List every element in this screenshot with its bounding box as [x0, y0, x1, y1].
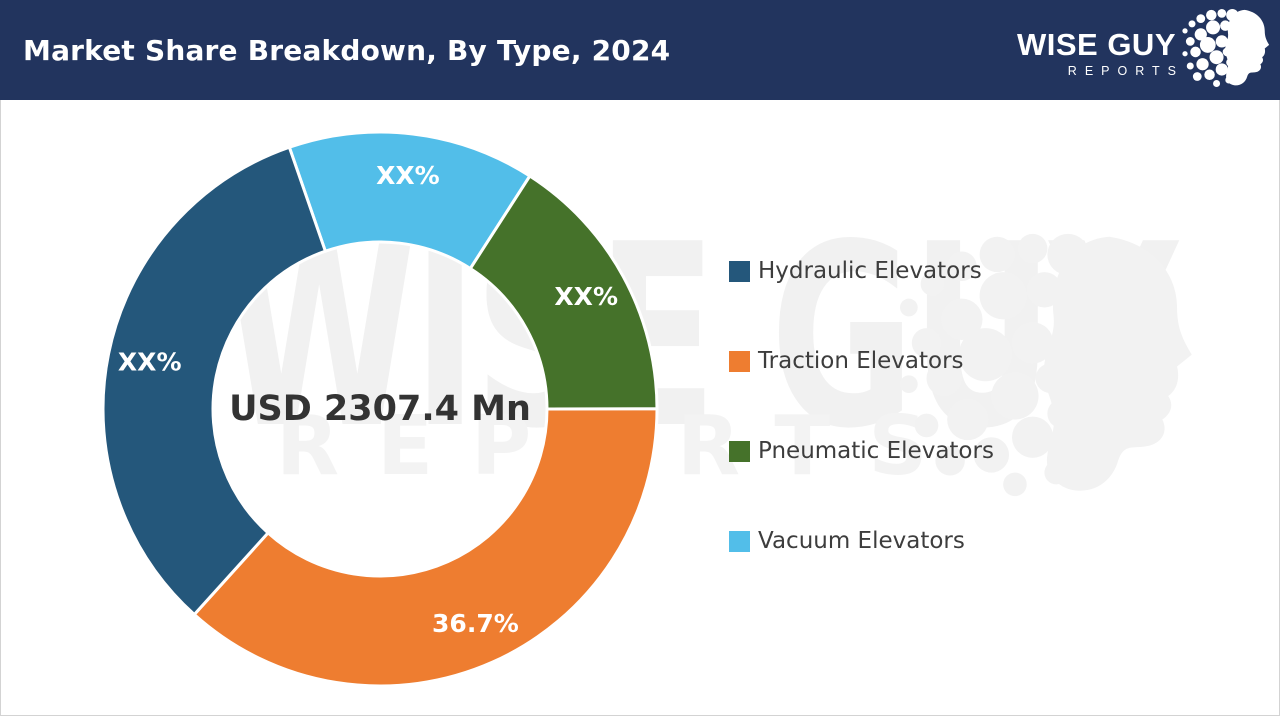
logo-head-icon [1182, 9, 1270, 87]
wise-guy-reports-logo: WISE GUY REPORTS [1017, 4, 1270, 92]
logo-subtitle: REPORTS [1067, 63, 1184, 78]
legend-swatch-traction-elevators [729, 350, 750, 372]
slice-label-traction-elevators: 36.7% [432, 609, 519, 638]
donut-slices [101, 130, 659, 688]
legend-label: Pneumatic Elevators [758, 438, 994, 464]
logo-text: WISE GUY REPORTS [1017, 27, 1176, 78]
donut-chart: XX% XX% 36.7% XX% USD 2307.4 Mn [101, 130, 659, 688]
donut-slice-hydraulic-elevators [101, 145, 328, 617]
legend-label: Hydraulic Elevators [758, 258, 982, 284]
donut-center-value: USD 2307.4 Mn [229, 389, 531, 429]
chart-legend: Hydraulic Elevators Traction Elevators Pne… [729, 257, 994, 555]
legend-swatch-vacuum-elevators [729, 530, 750, 552]
legend-swatch-pneumatic-elevators [729, 440, 750, 462]
legend-item-hydraulic-elevators: Hydraulic Elevators [729, 257, 994, 285]
slice-label-hydraulic-elevators: XX% [118, 348, 182, 377]
legend-label: Vacuum Elevators [758, 528, 965, 554]
legend-swatch-hydraulic-elevators [729, 260, 750, 282]
legend-item-vacuum-elevators: Vacuum Elevators [729, 527, 994, 555]
page-title: Market Share Breakdown, By Type, 2024 [23, 33, 671, 67]
donut-slice-labels: XX% XX% 36.7% XX% [118, 161, 618, 638]
slice-label-pneumatic-elevators: XX% [554, 282, 618, 311]
legend-item-traction-elevators: Traction Elevators [729, 347, 994, 375]
donut-slice-traction-elevators [192, 407, 659, 688]
legend-label: Traction Elevators [758, 348, 964, 374]
slice-label-vacuum-elevators: XX% [376, 161, 440, 190]
legend-item-pneumatic-elevators: Pneumatic Elevators [729, 437, 994, 465]
logo-wordmark: WISE GUY [1016, 26, 1176, 62]
header-bar: Market Share Breakdown, By Type, 2024 WI… [0, 0, 1280, 100]
